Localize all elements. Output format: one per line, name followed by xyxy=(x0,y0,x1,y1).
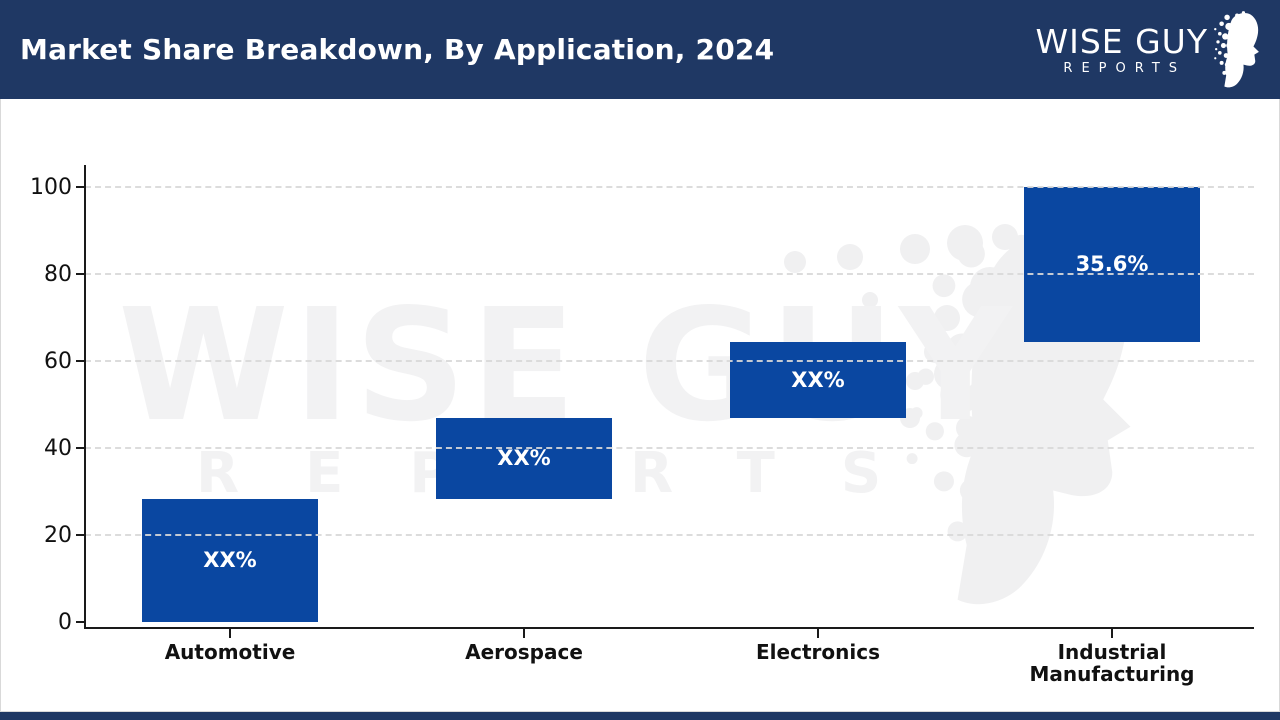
logo-subtitle: REPORTS xyxy=(1063,60,1187,76)
header-bar: Market Share Breakdown, By Application, … xyxy=(0,0,1280,99)
wiseguy-logo-text: WISE GUY REPORTS xyxy=(1035,25,1208,75)
chart-title: Market Share Breakdown, By Application, … xyxy=(20,33,775,66)
chart-background xyxy=(0,99,1280,712)
footer-bar xyxy=(0,712,1280,720)
wiseguy-logo: WISE GUY REPORTS xyxy=(1035,9,1266,91)
logo-wordmark: WISE GUY xyxy=(1035,21,1208,61)
wiseguy-head-icon xyxy=(1214,10,1259,87)
